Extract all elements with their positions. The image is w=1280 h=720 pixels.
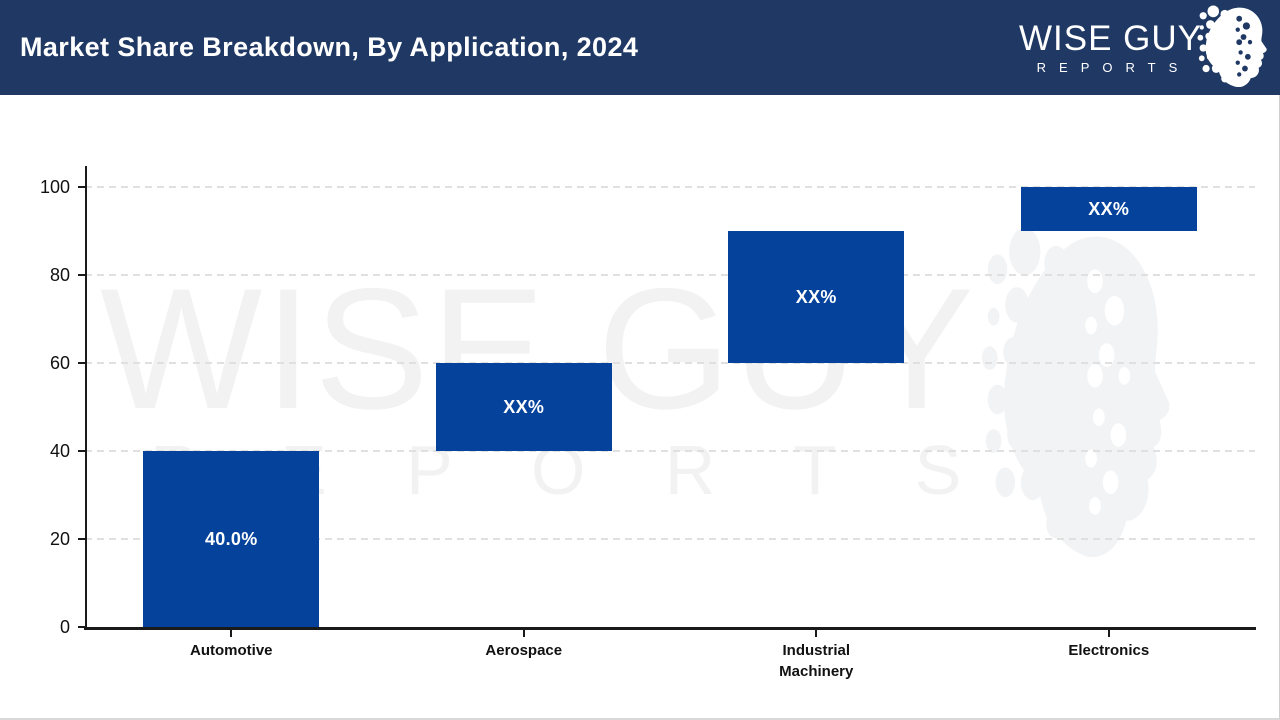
logo-wordmark: WISE GUY [1018,19,1202,58]
gridline-100 [85,186,1255,188]
x-axis-tick [522,630,525,637]
y-axis-line [85,166,87,630]
bar-value-label: XX% [503,396,545,417]
y-axis-tick-label: 20 [49,529,70,549]
bar-segment-automotive: 40.0% [143,451,320,627]
logo-subtitle: REPORTS [1036,60,1191,75]
x-axis-category-label: Aerospace [485,642,563,659]
y-axis-tick [78,538,85,540]
y-axis-tick [78,186,85,188]
page-title: Market Share Breakdown, By Application, … [20,32,639,62]
wiseguy-head-icon [1196,4,1268,92]
bar-segment-aerospace: XX% [435,363,612,451]
y-axis-tick [78,274,85,276]
x-axis-tick [815,630,818,637]
x-axis-tick [230,630,233,637]
y-axis-tick-label: 80 [49,265,70,285]
x-axis-category-label: Automotive [190,642,273,659]
wiseguy-logo: WISE GUY REPORTS [1010,0,1270,95]
y-axis-tick [78,626,85,628]
bar-value-label: 40.0% [204,528,258,549]
bar-value-label: XX% [795,286,837,307]
y-axis-tick-label: 0 [59,617,70,637]
bar-segment-industrial-machinery: XX% [728,231,905,363]
x-axis-tick [1107,630,1110,637]
bar-value-label: XX% [1088,198,1130,219]
y-axis-tick-label: 100 [39,177,70,197]
gridline-80 [85,274,1255,276]
y-axis-tick [78,450,85,452]
logo-text: WISE GUY REPORTS [1018,19,1202,76]
gridline-60 [85,362,1255,364]
y-axis-tick-label: 60 [49,353,70,373]
x-axis-category-label: Electronics [1068,642,1150,659]
gridline-20 [85,538,1255,540]
bar-segment-electronics: XX% [1020,187,1197,231]
watermark-head-icon [978,222,1173,577]
x-axis-line [84,627,1256,630]
y-axis-tick [78,362,85,364]
y-axis-tick-label: 40 [49,441,70,461]
header-bar: Market Share Breakdown, By Application, … [0,0,1280,95]
x-axis-category-label: Industrial Machinery [779,642,854,680]
gridline-40 [85,450,1255,452]
